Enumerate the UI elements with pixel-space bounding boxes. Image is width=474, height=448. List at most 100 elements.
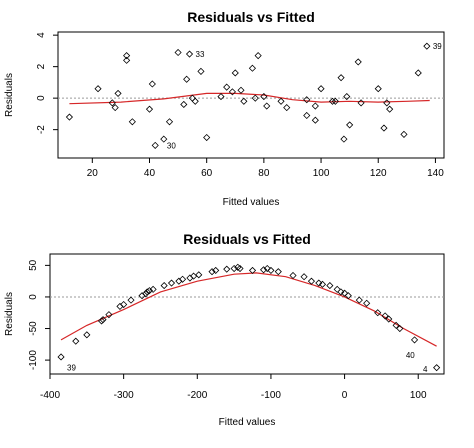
data-point [311,102,319,110]
data-point [145,105,154,113]
data-point [385,315,393,323]
data-point [212,266,220,274]
x-axis-label: Fitted values [219,417,276,428]
data-point [174,48,182,57]
data-point [105,311,113,319]
plot-frame [57,31,445,159]
data-point [151,141,159,149]
data-point [65,113,74,121]
data-point [127,296,135,304]
data-point [217,93,225,101]
y-tick-label: 0 [36,95,47,101]
x-tick-label: 40 [144,168,156,179]
data-point [228,88,236,96]
data-point [248,266,257,274]
data-point [383,99,391,107]
data-point [195,271,203,279]
point-annotation: 40 [406,351,415,360]
data-point [283,104,291,112]
data-point [303,96,311,104]
data-point [236,264,244,273]
data-point [160,135,168,143]
data-point [337,288,345,296]
data-point [149,285,157,293]
data-point [410,336,419,344]
smoother-line [60,272,437,347]
point-annotation: 30 [167,141,176,150]
point-annotation: 39 [433,42,442,51]
data-point [123,52,131,60]
x-tick-label: 80 [258,168,270,179]
y-axis-label: Residuals [4,73,15,117]
data-point [289,271,297,280]
x-tick-label: 20 [87,168,99,179]
point-annotation: 39 [67,364,76,373]
x-axis-label: Fitted values [223,197,280,208]
data-point [263,264,271,273]
data-point [318,280,327,288]
data-point [433,364,441,372]
data-point [381,312,389,320]
chart-top: Residuals vs Fitted 20 40 60 80 100 120 140 -2 0 2… [4,9,445,208]
y-tick-label: -50 [28,321,39,336]
data-point [340,135,348,143]
data-point [274,268,282,276]
data-point [328,97,337,105]
y-axis-label: Residuals [4,292,15,336]
data-point [165,118,174,126]
data-point [57,353,65,361]
y-tick-label: -2 [36,125,47,134]
chart-title: Residuals vs Fitted [187,9,315,25]
data-point [423,42,431,50]
data-point [197,67,205,75]
data-point [167,279,176,287]
x-tick-label: 100 [313,168,330,179]
data-point [311,116,319,124]
data-point [363,299,371,307]
data-point [326,282,334,290]
data-point [317,85,325,93]
data-point [123,56,131,64]
x-tick-label: -400 [40,390,60,401]
data-point [260,266,268,274]
data-point [346,121,354,129]
smoother-line [69,92,430,105]
data-point [414,69,422,77]
data-point [111,104,119,112]
data-point [354,58,362,66]
data-point [178,275,187,283]
data-point [97,317,106,325]
chart-bottom: Residuals vs Fitted -400 -300 -200 -100 0 100 -… [4,231,445,428]
data-point [260,93,268,101]
x-tick-label: -200 [187,390,207,401]
data-point [331,97,339,105]
data-point [254,52,262,60]
data-point [128,118,136,126]
data-point [263,102,271,110]
data-point [343,93,351,101]
data-point [208,268,216,276]
data-point [143,288,151,296]
data-point [160,282,168,290]
data-point [240,97,248,105]
data-point [83,331,91,339]
data-point [248,64,256,72]
x-tick-label: 140 [427,168,444,179]
y-tick-label: -100 [28,350,39,370]
data-point [380,124,388,132]
data-point [251,94,259,102]
chart-title: Residuals vs Fitted [183,231,311,247]
plot-frame [49,253,445,375]
data-point [267,266,275,274]
data-point [191,97,199,105]
data-point [344,292,352,300]
data-point [396,324,404,333]
data-point [114,89,122,97]
data-point [315,279,323,287]
data-point [145,287,153,295]
data-point [300,273,308,281]
data-point [142,290,150,298]
x-tick-label: 60 [201,168,213,179]
x-tick-label: 120 [370,168,387,179]
